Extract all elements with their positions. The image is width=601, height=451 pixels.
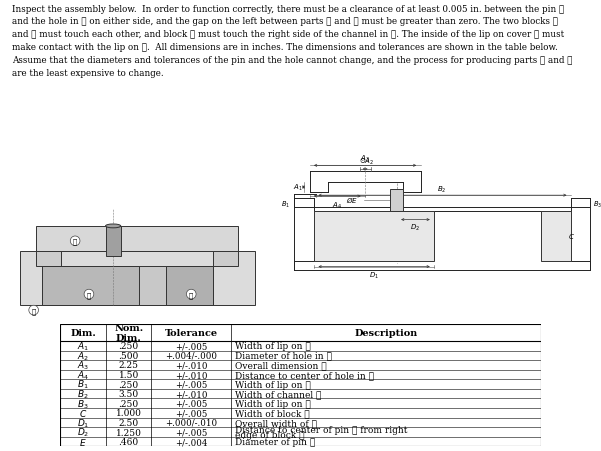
Text: $D_1$: $D_1$ xyxy=(369,271,379,281)
Bar xyxy=(213,252,238,267)
Text: +/-.005: +/-.005 xyxy=(175,341,207,350)
Text: ①: ① xyxy=(73,237,78,245)
Text: 1.50: 1.50 xyxy=(118,370,139,379)
Text: $B_2$: $B_2$ xyxy=(77,387,89,400)
Text: $D_2$: $D_2$ xyxy=(410,223,421,233)
Text: +.000/-.010: +.000/-.010 xyxy=(165,418,217,427)
Text: $C$: $C$ xyxy=(79,408,87,419)
Text: .460: .460 xyxy=(118,437,139,446)
Bar xyxy=(166,267,213,305)
Bar xyxy=(390,189,403,211)
Text: Description: Description xyxy=(354,328,418,337)
Ellipse shape xyxy=(106,225,121,228)
Text: Width of lip on ②: Width of lip on ② xyxy=(234,380,310,389)
Text: $ØE$: $ØE$ xyxy=(346,196,358,205)
Text: Width of channel ②: Width of channel ② xyxy=(234,389,321,398)
Text: $A_4$: $A_4$ xyxy=(332,200,343,210)
Text: ④: ④ xyxy=(87,290,91,299)
Bar xyxy=(20,252,255,305)
Bar xyxy=(541,211,571,262)
Text: 1.000: 1.000 xyxy=(115,409,142,418)
Text: +/-.005: +/-.005 xyxy=(175,428,207,437)
Text: .250: .250 xyxy=(118,380,139,389)
Text: Width of lip on ①: Width of lip on ① xyxy=(234,341,310,350)
Bar xyxy=(37,226,238,252)
Text: $E$: $E$ xyxy=(79,436,87,447)
Bar xyxy=(314,211,434,262)
Text: Diameter of hole in ①: Diameter of hole in ① xyxy=(234,351,332,360)
Text: $B_3$: $B_3$ xyxy=(593,200,601,210)
Text: Dim.: Dim. xyxy=(70,328,96,337)
Text: $A_4$: $A_4$ xyxy=(77,368,89,381)
Text: .500: .500 xyxy=(118,351,139,360)
Text: Distance to center of pin ⓤ from right: Distance to center of pin ⓤ from right xyxy=(234,426,407,434)
Text: $A_1$: $A_1$ xyxy=(77,340,89,352)
Text: $A_1$: $A_1$ xyxy=(293,183,303,193)
Text: $D_1$: $D_1$ xyxy=(77,416,89,429)
Text: 2.25: 2.25 xyxy=(118,361,139,369)
Text: Overall width of ④: Overall width of ④ xyxy=(234,418,317,427)
Bar xyxy=(37,252,61,267)
Text: .250: .250 xyxy=(118,341,139,350)
Text: +/-.010: +/-.010 xyxy=(175,370,207,379)
Bar xyxy=(42,267,213,305)
Text: $D_2$: $D_2$ xyxy=(77,426,89,438)
Text: Width of block ③: Width of block ③ xyxy=(234,409,310,418)
Text: +.004/-.000: +.004/-.000 xyxy=(165,351,217,360)
Text: 2.50: 2.50 xyxy=(118,418,139,427)
Text: +/-.005: +/-.005 xyxy=(175,409,207,418)
Text: $B_1$: $B_1$ xyxy=(77,378,89,391)
Text: $B_3$: $B_3$ xyxy=(77,397,89,410)
Text: 3.50: 3.50 xyxy=(118,389,139,398)
Text: Nom.
Dim.: Nom. Dim. xyxy=(114,323,143,343)
Text: +/-.005: +/-.005 xyxy=(175,399,207,408)
Text: +/-.010: +/-.010 xyxy=(175,389,207,398)
Text: $C$: $C$ xyxy=(567,232,575,241)
Text: $A_3$: $A_3$ xyxy=(360,153,370,163)
Text: +/-.005: +/-.005 xyxy=(175,380,207,389)
Text: edge of block ④: edge of block ④ xyxy=(234,430,304,439)
Text: $B_2$: $B_2$ xyxy=(437,184,447,194)
Text: +/-.004: +/-.004 xyxy=(175,437,207,446)
Text: Width of lip on ②: Width of lip on ② xyxy=(234,399,310,408)
Text: Diameter of pin ⓤ: Diameter of pin ⓤ xyxy=(234,437,315,446)
Text: 1.250: 1.250 xyxy=(115,428,142,437)
Text: Distance to center of hole in ①: Distance to center of hole in ① xyxy=(234,370,374,379)
Text: $A_2$: $A_2$ xyxy=(77,349,89,362)
Bar xyxy=(42,267,139,305)
Text: Tolerance: Tolerance xyxy=(165,328,218,337)
Text: ③: ③ xyxy=(189,290,194,299)
Bar xyxy=(106,226,121,256)
Text: ②: ② xyxy=(31,306,36,314)
Text: .250: .250 xyxy=(118,399,139,408)
Text: $⊙A_2$: $⊙A_2$ xyxy=(359,156,374,166)
Text: $A_3$: $A_3$ xyxy=(77,359,89,371)
Text: +/-.010: +/-.010 xyxy=(175,361,207,369)
Text: Inspect the assembly below.  In order to function correctly, there must be a cle: Inspect the assembly below. In order to … xyxy=(12,5,573,78)
Text: Overall dimension ①: Overall dimension ① xyxy=(234,361,326,369)
Text: $B_1$: $B_1$ xyxy=(281,200,290,210)
